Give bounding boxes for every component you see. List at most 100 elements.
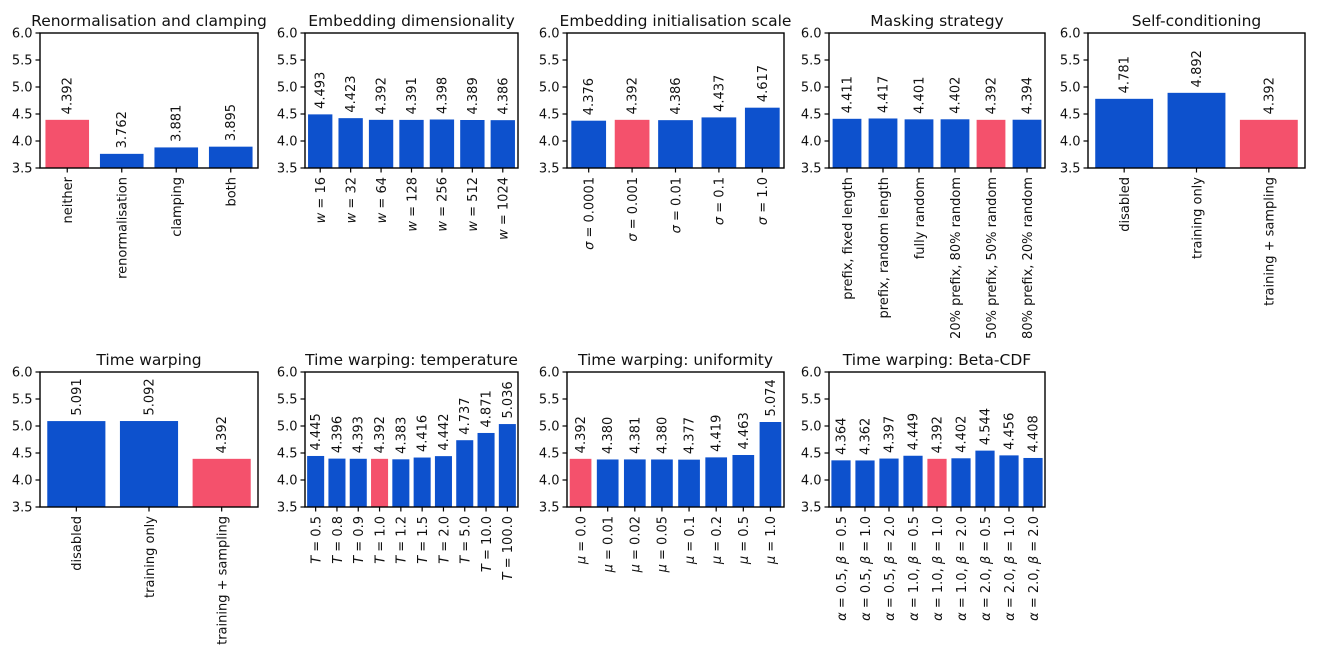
value-label: 4.376 (582, 78, 597, 115)
value-label: 4.781 (1118, 56, 1133, 93)
x-tick-label: T = 1.2 (395, 516, 410, 564)
plot-frame (304, 371, 519, 508)
plot-frame (566, 371, 785, 508)
value-label: 4.401 (913, 77, 928, 114)
chart-embedding-dimensionality: 3.5 4.0 4.5 5.0 5.5 6.0 4.493 w = 16 4.423 w = 32… (277, 12, 519, 240)
chart-renormalisation-and-clamping: 3.5 4.0 4.5 5.0 5.5 6.0 4.392 neither 3.762 renor… (12, 12, 267, 279)
value-label: 4.892 (1190, 50, 1205, 87)
value-label: 4.416 (416, 415, 431, 452)
bar-0-001 (614, 119, 650, 168)
x-tick-label: training only (143, 516, 158, 598)
value-label: 4.377 (683, 417, 698, 454)
y-tick-label: 5.0 (12, 420, 33, 435)
x-tick-label: w = 32 (344, 177, 359, 223)
y-tick-label: 6.0 (539, 27, 560, 42)
bar-w-64 (368, 119, 394, 168)
y-tick-label: 5.5 (801, 54, 822, 69)
y-tick-label: 4.0 (539, 135, 560, 150)
bar-0-5-2-0 (879, 458, 899, 507)
bar-1-0-1-0 (927, 458, 947, 507)
chart-time-warping: 3.5 4.0 4.5 5.0 5.5 6.0 5.091 disabled 5.092 trai… (12, 351, 259, 645)
plot-frame (39, 32, 259, 169)
y-tick-label: 3.5 (1060, 162, 1081, 177)
y-tick-label: 4.5 (801, 108, 822, 123)
y-tick-label: 4.5 (277, 108, 298, 123)
x-tick-label: σ = 0.0001 (583, 177, 598, 250)
bar-20-prefix-80-random (940, 119, 970, 168)
x-tick-label: T = 1.5 (416, 516, 431, 564)
x-tick-label: w = 16 (314, 177, 329, 223)
value-label: 4.737 (458, 397, 473, 434)
x-tick-label: α = 0.5, β = 0.5 (835, 516, 850, 621)
value-label: 4.386 (669, 77, 684, 114)
bar-disabled (47, 421, 106, 507)
value-label: 4.392 (373, 416, 388, 453)
y-tick-label: 4.5 (12, 447, 33, 462)
value-label: 4.442 (437, 413, 452, 450)
x-tick-label: renormalisation (116, 177, 131, 279)
value-label: 3.762 (115, 111, 130, 148)
x-tick-label: μ = 0.05 (656, 516, 671, 573)
value-label: 4.445 (309, 413, 324, 450)
value-label: 4.397 (883, 416, 898, 453)
bar-2-0-0-5 (975, 450, 995, 507)
chart-title: Time warping: uniformity (577, 351, 773, 369)
x-tick-label: α = 2.0, β = 0.5 (979, 516, 994, 621)
x-tick-label: 50% prefix, 50% random (985, 177, 1000, 339)
bar-0-1 (678, 459, 700, 507)
x-tick-label: w = 512 (466, 177, 481, 232)
x-tick-label: T = 1.0 (373, 516, 388, 564)
bar-0-01 (658, 120, 693, 168)
y-tick-label: 3.5 (801, 162, 822, 177)
x-tick-label: both (225, 177, 240, 207)
value-label: 5.074 (764, 379, 779, 416)
x-tick-label: α = 1.0, β = 2.0 (955, 516, 970, 621)
bar-2-0-1-0 (999, 455, 1019, 507)
value-label: 4.419 (710, 415, 725, 452)
y-tick-label: 5.0 (277, 420, 298, 435)
plot-frame (1087, 32, 1306, 169)
value-label: 4.392 (574, 416, 589, 453)
x-tick-label: disabled (70, 516, 85, 571)
chart-embedding-initialisation-scale: 3.5 4.0 4.5 5.0 5.5 6.0 4.376 σ = 0.0001 4.392 σ … (539, 12, 792, 250)
value-label: 4.381 (628, 417, 643, 454)
chart-title: Time warping: Beta-CDF (842, 351, 1031, 369)
bar-1-0-2-0 (951, 458, 971, 507)
bar-0-02 (623, 459, 646, 507)
y-tick-label: 5.0 (801, 420, 822, 435)
y-tick-label: 5.5 (12, 54, 33, 69)
y-tick-label: 4.0 (277, 474, 298, 489)
value-label: 4.871 (480, 390, 495, 427)
value-label: 4.408 (1027, 415, 1042, 452)
bar-1-0 (744, 107, 780, 168)
y-tick-label: 5.0 (12, 81, 33, 96)
x-tick-label: w = 128 (405, 177, 420, 232)
y-tick-label: 5.0 (539, 81, 560, 96)
value-label: 4.456 (1003, 413, 1018, 450)
x-tick-label: μ = 0.01 (601, 516, 616, 573)
y-tick-label: 6.0 (277, 366, 298, 381)
x-tick-label: α = 2.0, β = 2.0 (1027, 516, 1042, 621)
value-label: 4.463 (737, 412, 752, 449)
plot-frame (304, 32, 519, 169)
x-tick-label: prefix, fixed length (841, 177, 856, 300)
value-label: 3.881 (170, 105, 185, 142)
y-tick-label: 4.5 (277, 447, 298, 462)
value-label: 4.362 (859, 418, 874, 455)
plot-frame (39, 371, 259, 508)
bar-training-only (1167, 92, 1226, 168)
x-tick-label: training + sampling (215, 516, 230, 645)
bar-w-128 (399, 119, 424, 168)
value-label: 4.437 (712, 75, 727, 112)
bar-fully-random (904, 119, 934, 168)
bar-w-256 (429, 119, 455, 168)
y-tick-label: 5.0 (1060, 81, 1081, 96)
x-tick-label: μ = 0.5 (737, 516, 752, 565)
y-tick-label: 4.0 (12, 135, 33, 150)
chart-time-warping-beta-cdf: 3.5 4.0 4.5 5.0 5.5 6.0 4.364 α = 0.5, β = 0.5 4… (801, 351, 1046, 621)
value-label: 4.423 (344, 75, 359, 112)
bar-t-5-0 (456, 440, 474, 507)
y-tick-label: 4.0 (801, 135, 822, 150)
y-tick-label: 3.5 (277, 162, 298, 177)
